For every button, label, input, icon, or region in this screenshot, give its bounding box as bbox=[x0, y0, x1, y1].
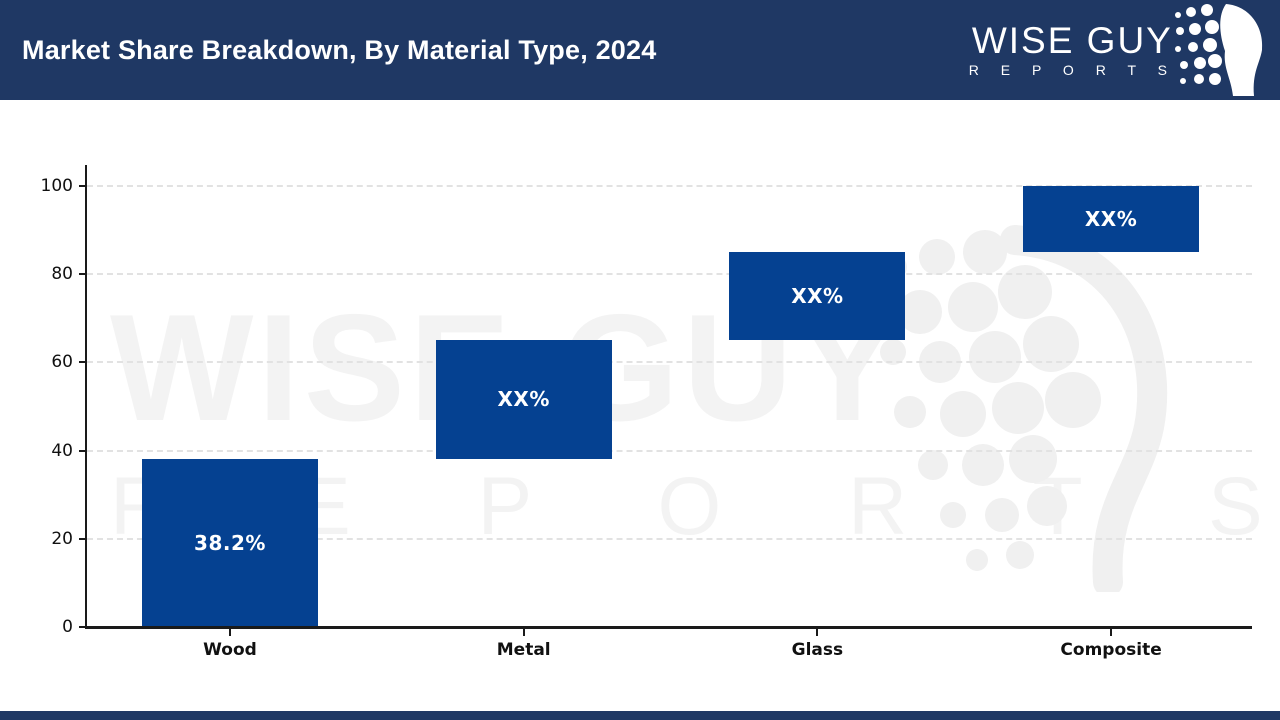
y-tick-label: 60 bbox=[51, 352, 73, 373]
x-tick-mark bbox=[522, 628, 525, 636]
watermark-face-icon bbox=[880, 225, 1168, 592]
y-tick-mark bbox=[79, 185, 87, 187]
x-axis-spine bbox=[85, 626, 1252, 629]
x-tick-label-metal: Metal bbox=[496, 640, 551, 660]
logo-face-icon bbox=[1175, 4, 1263, 96]
header-bar: Market Share Breakdown, By Material Type… bbox=[0, 0, 1280, 100]
y-tick-mark bbox=[79, 626, 87, 628]
wiseguy-logo: WISE GUY R E P O R T S bbox=[969, 3, 1280, 97]
x-tick-mark bbox=[816, 628, 819, 636]
y-tick-label: 100 bbox=[40, 176, 73, 196]
y-tick-mark bbox=[79, 273, 87, 276]
bar-value-label: 38.2% bbox=[194, 530, 266, 555]
x-tick-mark bbox=[229, 628, 231, 636]
x-tick-label-wood: Wood bbox=[203, 640, 257, 660]
y-tick-label: 80 bbox=[51, 264, 73, 285]
footer-bar bbox=[0, 711, 1280, 720]
x-tick-label-glass: Glass bbox=[791, 640, 844, 660]
logo-wordmark: WISE GUY bbox=[971, 20, 1173, 61]
chart-title: Market Share Breakdown, By Material Type… bbox=[22, 34, 657, 65]
bar-value-label: XX% bbox=[1084, 207, 1138, 232]
gridline-20 bbox=[87, 537, 1252, 540]
y-tick-mark bbox=[79, 537, 87, 540]
bar-value-label: XX% bbox=[791, 284, 844, 309]
bar-wood: 38.2% bbox=[142, 458, 318, 627]
x-tick-mark bbox=[1110, 628, 1113, 636]
bar-composite: XX% bbox=[1023, 186, 1200, 253]
y-tick-mark bbox=[79, 361, 87, 364]
gridline-80 bbox=[87, 273, 1252, 276]
gridline-100 bbox=[87, 185, 1252, 187]
gridline-40 bbox=[87, 449, 1252, 452]
bar-metal: XX% bbox=[435, 340, 612, 459]
x-tick-label-composite: Composite bbox=[1060, 640, 1162, 660]
y-tick-mark bbox=[79, 449, 87, 452]
logo-tagline: R E P O R T S bbox=[968, 62, 1176, 78]
y-tick-label: 0 bbox=[62, 617, 73, 637]
bar-glass: XX% bbox=[729, 252, 906, 341]
y-tick-label: 40 bbox=[51, 440, 73, 461]
logo-text: WISE GUY R E P O R T S bbox=[968, 20, 1176, 79]
y-axis-spine bbox=[85, 165, 87, 629]
y-tick-label: 20 bbox=[51, 528, 73, 549]
bar-value-label: XX% bbox=[497, 387, 550, 412]
gridline-60 bbox=[87, 361, 1252, 364]
